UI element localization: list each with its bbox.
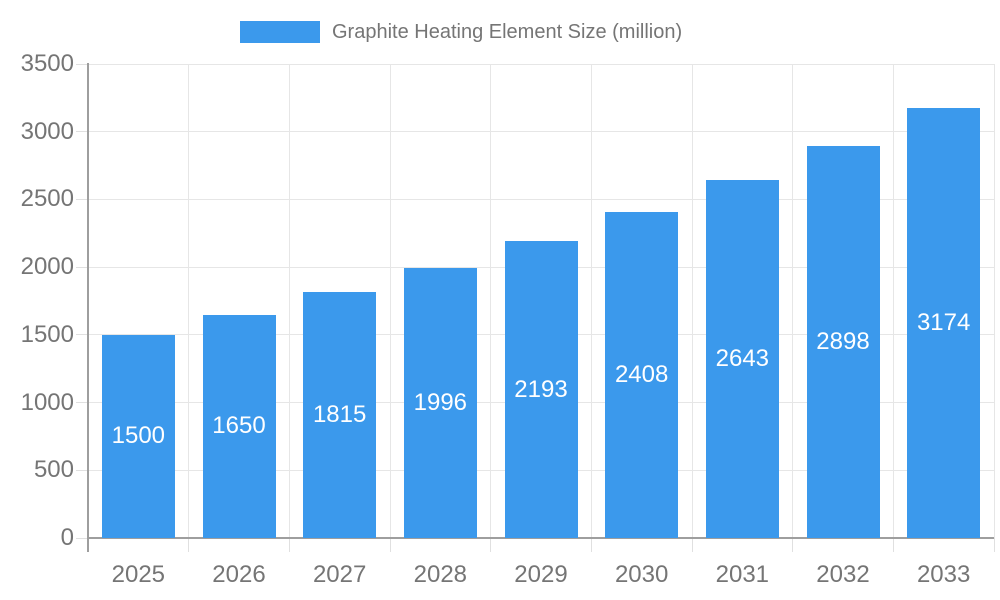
y-axis-tick-label: 2000 [20, 253, 74, 281]
x-axis-tick [792, 538, 794, 552]
x-axis-tick [188, 538, 190, 552]
x-axis-tick [892, 538, 894, 552]
x-axis-tick-label: 2032 [816, 561, 870, 588]
x-axis-line [88, 537, 994, 539]
bar-2028[interactable] [403, 267, 477, 538]
y-axis-tick [76, 334, 88, 336]
x-axis-tick-label: 2028 [413, 561, 468, 588]
gridline-vertical [389, 64, 391, 538]
x-axis-tick [490, 538, 492, 552]
y-axis-tick-label: 3000 [20, 117, 74, 145]
y-axis-tick-label: 0 [60, 524, 74, 551]
x-axis-tick-label: 2030 [614, 561, 669, 588]
y-axis-tick-label: 1000 [20, 388, 74, 416]
x-axis-tick [288, 538, 290, 552]
gridline-vertical [490, 64, 492, 538]
x-axis-tick [691, 538, 693, 552]
x-axis-tick [993, 538, 995, 552]
y-axis-tick-label: 2500 [20, 185, 74, 213]
x-axis-tick-label: 2026 [212, 561, 266, 588]
y-axis-tick [76, 537, 88, 539]
gridline-vertical [691, 64, 693, 538]
gridline-horizontal [88, 63, 994, 65]
gridline-vertical [288, 64, 290, 538]
bar-2025[interactable] [101, 334, 175, 538]
chart-title: Graphite Heating Element Size (million) [332, 20, 683, 43]
bar-2026[interactable] [202, 314, 276, 538]
bar-2029[interactable] [504, 241, 578, 538]
x-axis-tick [590, 538, 592, 552]
y-axis-tick [76, 469, 88, 471]
bar-2027[interactable] [303, 292, 377, 538]
x-axis-tick-label: 2027 [312, 561, 367, 588]
x-axis-tick-label: 2029 [514, 561, 568, 588]
gridline-horizontal [88, 131, 994, 133]
gridline-vertical [892, 64, 894, 538]
y-axis-line [87, 63, 89, 552]
y-axis-tick [76, 63, 88, 65]
y-axis-tick [76, 402, 88, 404]
gridline-vertical [188, 64, 190, 538]
x-axis-tick-label: 2031 [715, 561, 770, 588]
y-axis-tick-label: 3500 [20, 50, 74, 77]
x-axis-tick [389, 538, 391, 552]
bar-2030[interactable] [605, 211, 679, 538]
y-axis-tick [76, 198, 88, 200]
bar-2033[interactable] [907, 108, 981, 538]
x-axis-tick-label: 2025 [111, 561, 166, 588]
gridline-vertical [590, 64, 592, 538]
gridline-horizontal [88, 198, 994, 200]
y-axis-tick [76, 131, 88, 133]
y-axis-tick-label: 500 [33, 456, 74, 484]
bar-2031[interactable] [705, 180, 779, 538]
x-axis-tick-label: 2033 [916, 561, 971, 588]
gridline-vertical [993, 64, 995, 538]
bar-2032[interactable] [806, 145, 880, 538]
y-axis-tick-label: 1500 [20, 320, 74, 348]
legend[interactable]: Graphite Heating Element Size (million) [240, 18, 682, 46]
gridline-vertical [792, 64, 794, 538]
legend-swatch-icon [240, 21, 320, 43]
y-axis-tick [76, 266, 88, 268]
